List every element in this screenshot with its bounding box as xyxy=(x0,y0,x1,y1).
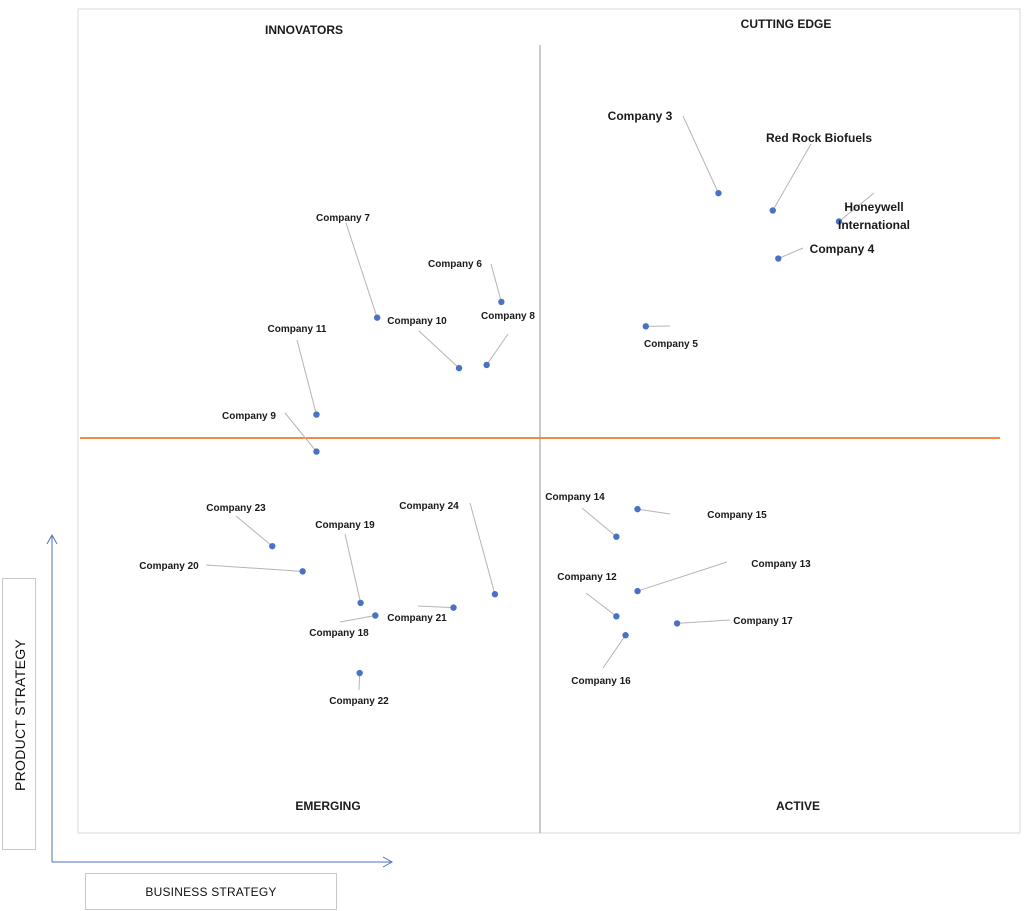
leader-line-company-12 xyxy=(585,592,617,617)
point-label-company-15: Company 15 xyxy=(707,510,767,521)
leader-line-company-6 xyxy=(490,263,502,303)
quadrant-label-emerging: EMERGING xyxy=(295,799,360,813)
point-label-company-3: Company 3 xyxy=(608,109,673,123)
data-point-company-10 xyxy=(455,364,463,372)
data-point-red-rock-biofuels xyxy=(769,207,776,214)
leader-line-honeywell-international xyxy=(838,192,875,222)
point-label-company-19: Company 19 xyxy=(315,520,375,531)
data-points xyxy=(269,189,843,677)
axis-arrows xyxy=(46,533,394,868)
data-point-company-24 xyxy=(491,591,499,598)
data-point-company-14 xyxy=(613,533,620,540)
leader-line-company-9 xyxy=(284,412,317,452)
data-point-company-15 xyxy=(634,505,641,513)
data-point-company-8 xyxy=(483,361,490,369)
data-point-company-5 xyxy=(642,323,649,330)
point-label-company-13: Company 13 xyxy=(751,559,811,570)
leader-line-company-13 xyxy=(637,561,728,592)
x-axis-label: BUSINESS STRATEGY xyxy=(145,884,277,899)
leader-line-company-11 xyxy=(296,339,317,415)
leader-line-company-20 xyxy=(205,564,303,572)
point-label-company-22: Company 22 xyxy=(329,696,389,707)
leader-line-company-15 xyxy=(637,508,671,515)
point-label-company-7: Company 7 xyxy=(316,213,370,224)
leader-line-company-16 xyxy=(602,634,626,669)
point-label-company-18: Company 18 xyxy=(309,628,369,639)
point-label-company-4: Company 4 xyxy=(810,242,875,256)
y-axis-arrowhead xyxy=(46,533,58,545)
leader-line-company-8 xyxy=(486,333,509,366)
leader-line-company-14 xyxy=(581,507,617,538)
data-point-company-20 xyxy=(299,568,306,575)
data-point-company-23 xyxy=(269,542,276,550)
leader-line-company-18 xyxy=(339,615,376,623)
data-point-company-22 xyxy=(356,669,363,677)
x-axis-arrowhead xyxy=(382,856,394,868)
data-point-company-9 xyxy=(313,448,320,455)
data-point-company-16 xyxy=(622,632,629,639)
data-point-company-11 xyxy=(313,411,320,418)
point-label-company-9: Company 9 xyxy=(222,411,276,422)
data-point-company-17 xyxy=(673,620,681,627)
plot-border xyxy=(77,8,1021,834)
leader-line-company-10 xyxy=(418,330,460,369)
data-point-company-6 xyxy=(498,298,505,306)
point-label-company-10: Company 10 xyxy=(387,316,447,327)
data-point-company-19 xyxy=(357,599,364,607)
leader-line-company-19 xyxy=(344,533,362,604)
leader-lines xyxy=(205,115,875,691)
point-label-honeywell-international: Honeywell International xyxy=(838,200,910,232)
point-label-company-16: Company 16 xyxy=(571,676,631,687)
data-point-company-18 xyxy=(372,612,379,619)
leader-line-company-3 xyxy=(682,115,719,194)
quadrant-label-active: ACTIVE xyxy=(776,799,820,813)
quadrant-label-cutting-edge: CUTTING EDGE xyxy=(741,17,832,31)
x-axis-label-box: BUSINESS STRATEGY xyxy=(85,873,337,910)
data-point-company-4 xyxy=(775,255,782,262)
point-label-company-12: Company 12 xyxy=(557,572,617,583)
point-label-company-23: Company 23 xyxy=(206,503,266,514)
point-label-company-20: Company 20 xyxy=(139,561,199,572)
quadrant-label-innovators: INNOVATORS xyxy=(265,23,343,37)
point-label-company-24: Company 24 xyxy=(399,501,459,512)
y-axis-label: PRODUCT STRATEGY xyxy=(12,638,28,792)
data-point-honeywell-international xyxy=(835,218,843,225)
point-label-red-rock-biofuels: Red Rock Biofuels xyxy=(766,131,872,145)
point-label-company-14: Company 14 xyxy=(545,492,605,503)
point-labels: Company 3 Red Rock Biofuels Honeywell Inter… xyxy=(139,109,910,707)
data-point-company-3 xyxy=(715,189,722,197)
leader-line-company-4 xyxy=(778,247,804,260)
data-point-company-12 xyxy=(613,613,620,620)
point-label-company-6: Company 6 xyxy=(428,259,482,270)
leader-line-red-rock-biofuels xyxy=(772,143,812,211)
leader-line-company-24 xyxy=(469,502,496,595)
leader-line-company-7 xyxy=(345,222,378,318)
point-label-company-21: Company 21 xyxy=(387,613,447,624)
data-point-company-13 xyxy=(634,587,641,595)
leader-line-company-21 xyxy=(417,605,454,609)
y-axis-label-box: PRODUCT STRATEGY xyxy=(2,578,36,850)
point-label-company-17: Company 17 xyxy=(733,616,793,627)
leader-line-company-23 xyxy=(235,515,273,547)
data-point-company-7 xyxy=(373,314,381,321)
data-point-company-21 xyxy=(450,604,457,611)
point-label-company-8: Company 8 xyxy=(481,311,535,322)
leader-line-company-17 xyxy=(677,619,731,624)
point-label-company-11: Company 11 xyxy=(268,324,327,335)
point-label-company-5: Company 5 xyxy=(644,339,698,350)
